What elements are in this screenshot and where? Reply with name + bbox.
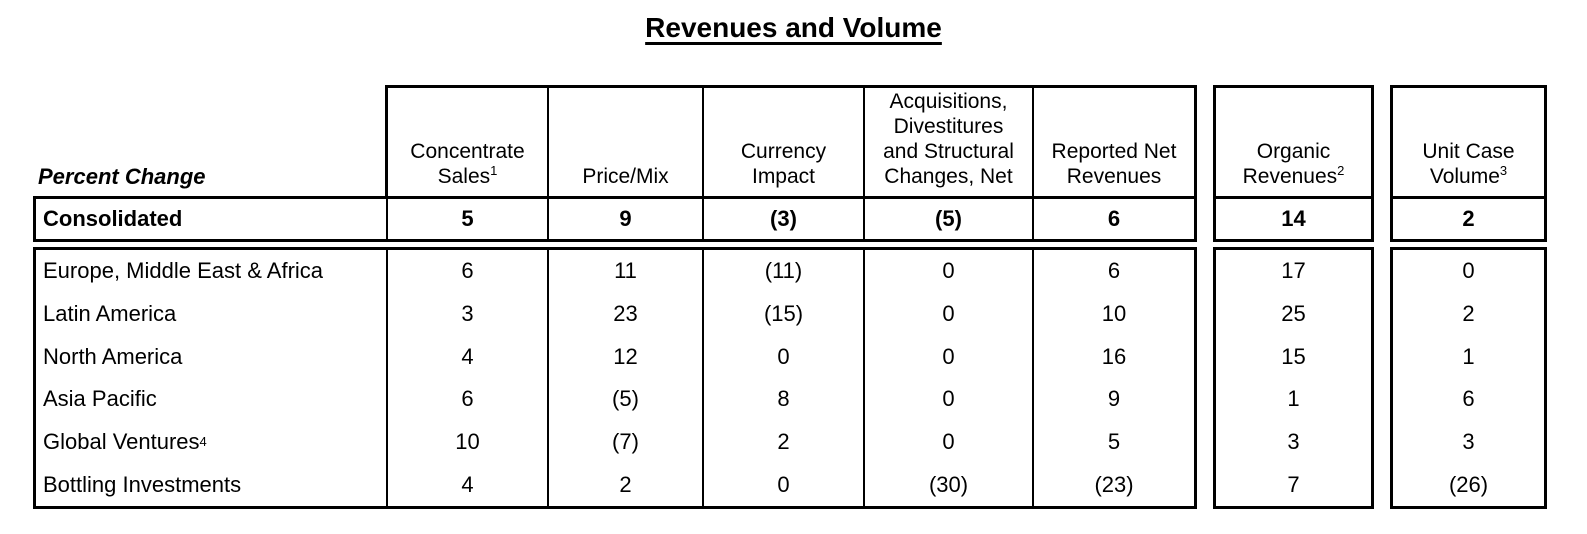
table-cell: 10 [388,420,549,464]
table-cell: 0 [865,335,1034,378]
column-header-reported-net-revenues: Reported Net Revenues [1034,88,1194,196]
row-consolidated: Consolidated 5 9 (3) (5) 6 [33,196,1197,242]
column-header-label: Price/Mix [582,165,669,188]
table-cell: 12 [549,335,704,378]
row-north-america: North America 4 12 0 0 16 [36,335,1194,378]
table-cell: 2 [1462,300,1475,326]
row-label-text: North America [43,343,183,369]
table-cell: 5 [388,199,549,239]
column-header-price-mix: Price/Mix [549,88,704,196]
column-header-label: Organic Revenues [1242,140,1338,188]
table-cell: 0 [704,463,865,506]
table-cell: 0 [865,250,1034,293]
table-cell: 2 [549,463,704,506]
footnote-superscript: 1 [490,163,498,178]
table-cell: (5) [549,378,704,421]
table-cell: (30) [865,463,1034,506]
column-header-currency-impact: Currency Impact [704,88,865,196]
table-cell: (15) [704,292,865,336]
main-header-box: Concentrate Sales1 Price/Mix Currency Im… [385,85,1197,199]
footnote-superscript: 3 [1499,163,1508,178]
table-cell: 0 [865,420,1034,464]
table-cell: 23 [549,292,704,336]
column-header-label: Concentrate Sales [410,140,525,188]
table-cell: 9 [1107,386,1121,412]
table-cell: 6 [388,250,549,293]
footnote-superscript: 2 [1337,163,1345,178]
table-cell: 2 [704,420,865,464]
column-header-organic-revenues: Organic Revenues2 [1216,88,1371,196]
table-cell: (23) [1094,471,1134,497]
row-bottling-investments: Bottling Investments 4 2 0 (30) (23) [36,463,1194,506]
page-title: Revenues and Volume [0,12,1587,44]
row-label-text: Europe, Middle East & Africa [43,258,324,284]
column-header-label: Acquisitions, Divestitures and Structura… [883,90,1014,188]
table-cell: 6 [1107,206,1121,231]
percent-change-label: Percent Change [38,85,206,198]
table-cell: 3 [1462,428,1475,454]
row-label: Bottling Investments [36,463,388,506]
row-label-text: Bottling Investments [43,471,242,497]
row-label-text: Asia Pacific [43,386,157,412]
table-cell: (5) [865,199,1034,239]
table-cell: 3 [1287,428,1300,454]
column-header-acquisitions-divestitures: Acquisitions, Divestitures and Structura… [865,88,1034,196]
table-cell: 0 [704,335,865,378]
table-cell: 4 [388,335,549,378]
row-global-ventures: Global Ventures 4 10 (7) 2 0 5 [36,420,1194,464]
table-cell: 17 [1281,258,1306,284]
table-cell: 3 [388,292,549,336]
column-header-label: Unit Case Volume [1422,140,1515,188]
row-label: Europe, Middle East & Africa [36,250,388,293]
row-label: Asia Pacific [36,378,388,421]
table-cell: 1 [1462,343,1475,369]
row-label: North America [36,335,388,378]
column-header-concentrate-sales: Concentrate Sales1 [388,88,549,196]
table-cell: 10 [1101,300,1127,326]
row-consolidated-unit-case-volume: 2 [1390,196,1547,242]
percent-change-label-text: Percent Change [38,164,206,189]
unit-case-volume-header-box: Unit Case Volume3 [1390,85,1547,199]
table-cell: 2 [1462,206,1475,231]
row-label: Global Ventures 4 [36,420,388,464]
table-cell: 25 [1281,300,1306,326]
organic-revenues-header-box: Organic Revenues2 [1213,85,1374,199]
row-consolidated-organic-revenues: 14 [1213,196,1374,242]
table-cell: 1 [1287,386,1300,412]
row-label-text: Global Ventures [43,428,200,454]
row-europe-middle-east-africa: Europe, Middle East & Africa 6 11 (11) 0… [36,250,1194,293]
column-header-label: Reported Net Revenues [1051,140,1177,188]
table-cell: 14 [1281,206,1306,231]
table-cell: 9 [549,199,704,239]
table-cell: 0 [865,378,1034,421]
table-cell: 6 [388,378,549,421]
row-label: Latin America [36,292,388,336]
row-latin-america: Latin America 3 23 (15) 0 10 [36,292,1194,336]
column-header-label: Currency Impact [740,140,827,188]
table-cell: 0 [865,292,1034,336]
row-label: Consolidated [36,199,388,239]
table-cell: (11) [704,250,865,293]
page-title-text: Revenues and Volume [645,12,942,43]
table-cell: (26) [1448,471,1489,497]
regions-table-organic-revenues: 17 25 15 1 3 7 [1213,247,1374,509]
regions-table-unit-case-volume: 0 2 1 6 3 (26) [1390,247,1547,509]
table-cell: 4 [388,463,549,506]
table-cell: 15 [1281,343,1306,369]
table-cell: 16 [1101,343,1127,369]
table-cell: 7 [1287,471,1300,497]
table-cell: 6 [1107,258,1121,284]
row-asia-pacific: Asia Pacific 6 (5) 8 0 9 [36,378,1194,421]
table-cell: (7) [549,420,704,464]
table-cell: 11 [549,250,704,293]
column-header-unit-case-volume: Unit Case Volume3 [1393,88,1544,196]
row-label-text: Latin America [43,300,177,326]
table-cell: 8 [704,378,865,421]
table-cell: 6 [1462,386,1475,412]
regions-table: Europe, Middle East & Africa 6 11 (11) 0… [33,247,1197,509]
table-cell: 5 [1107,428,1121,454]
table-cell: (3) [704,199,865,239]
table-cell: 0 [1462,258,1475,284]
